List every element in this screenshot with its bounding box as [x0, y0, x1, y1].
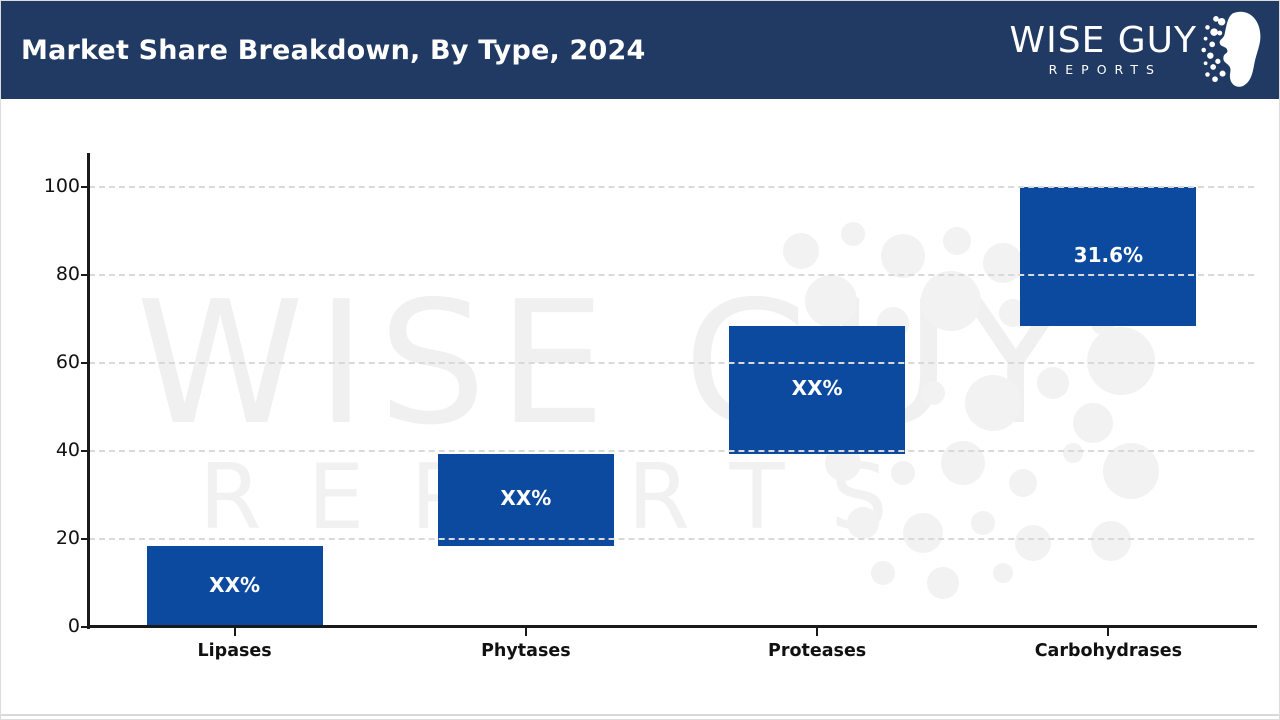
- y-tick-80: [81, 274, 88, 276]
- watermark-dot: [881, 234, 925, 278]
- watermark-dot: [847, 507, 879, 539]
- y-tick-label-100: 100: [43, 175, 80, 197]
- category-label-phytases: Phytases: [481, 641, 571, 661]
- page-title: Market Share Breakdown, By Type, 2024: [21, 34, 646, 66]
- watermark-dot: [941, 441, 985, 485]
- watermark-dot: [921, 381, 945, 405]
- y-tick-label-0: 0: [67, 615, 80, 637]
- y-tick-0: [81, 626, 88, 628]
- watermark-dot: [805, 275, 857, 327]
- y-tick-label-40: 40: [55, 439, 80, 461]
- category-label-carbohydrases: Carbohydrases: [1034, 641, 1183, 661]
- watermark-dot: [841, 222, 865, 246]
- logo-text: WISE GUY REPORTS: [1009, 20, 1198, 78]
- watermark-dot: [965, 375, 1021, 431]
- watermark-dot: [943, 227, 971, 255]
- category-label-proteases: Proteases: [768, 641, 867, 661]
- y-tick-60: [81, 362, 88, 364]
- gridline-20: [89, 538, 1254, 540]
- y-tick-label-60: 60: [55, 351, 80, 373]
- bar-value-label: 31.6%: [1073, 242, 1144, 267]
- logo-face-icon: [1201, 11, 1261, 87]
- watermark-dot: [1063, 443, 1083, 463]
- watermark-dot: [1087, 327, 1155, 395]
- wise-guy-logo: WISE GUY REPORTS: [1010, 7, 1266, 93]
- watermark-dot: [891, 461, 915, 485]
- logo-wordmark: WISE GUY: [1009, 20, 1197, 61]
- x-tick-carbohydrases: [1107, 628, 1110, 636]
- watermark-dot: [871, 561, 895, 585]
- x-tick-lipases: [233, 628, 236, 636]
- y-tick-label-20: 20: [55, 527, 80, 549]
- watermark-dot: [971, 511, 995, 535]
- watermark-dot: [921, 271, 981, 331]
- bar-carbohydrases: [1020, 187, 1197, 327]
- bar-phytases: [437, 454, 614, 547]
- header-bar: Market Share Breakdown, By Type, 2024 WI…: [1, 1, 1279, 99]
- watermark-wordmark: WISE GUY: [136, 265, 1080, 463]
- gridline-60: [89, 362, 1254, 364]
- gridline-80: [89, 274, 1254, 276]
- bar-lipases: [146, 546, 323, 627]
- watermark-dot: [1073, 403, 1113, 443]
- category-label-lipases: Lipases: [197, 641, 272, 661]
- y-tick-20: [81, 538, 88, 540]
- bar-value-label: XX%: [791, 376, 843, 401]
- watermark-dot: [983, 243, 1023, 283]
- watermark-dot: [1091, 521, 1131, 561]
- x-tick-proteases: [816, 628, 819, 636]
- y-tick-label-80: 80: [55, 263, 80, 285]
- footer-divider: [1, 714, 1279, 716]
- watermark-dot: [1009, 469, 1037, 497]
- watermark-dot: [1015, 525, 1051, 561]
- logo-subtitle: REPORTS: [1048, 62, 1162, 77]
- x-tick-phytases: [524, 628, 527, 636]
- x-axis-line: [87, 625, 1257, 628]
- y-tick-40: [81, 450, 88, 452]
- gridline-100: [89, 186, 1254, 188]
- gridline-40: [89, 450, 1254, 452]
- bar-proteases: [729, 326, 906, 455]
- watermark-dot: [903, 513, 943, 553]
- watermark-dot: [783, 233, 819, 269]
- bar-value-label: XX%: [500, 486, 552, 511]
- watermark-dot: [927, 567, 959, 599]
- watermark-dot: [1103, 443, 1159, 499]
- y-tick-100: [81, 186, 88, 188]
- bar-value-label: XX%: [209, 572, 261, 597]
- watermark-dot: [1037, 367, 1069, 399]
- y-axis-line: [87, 153, 90, 629]
- watermark-dot: [993, 563, 1013, 583]
